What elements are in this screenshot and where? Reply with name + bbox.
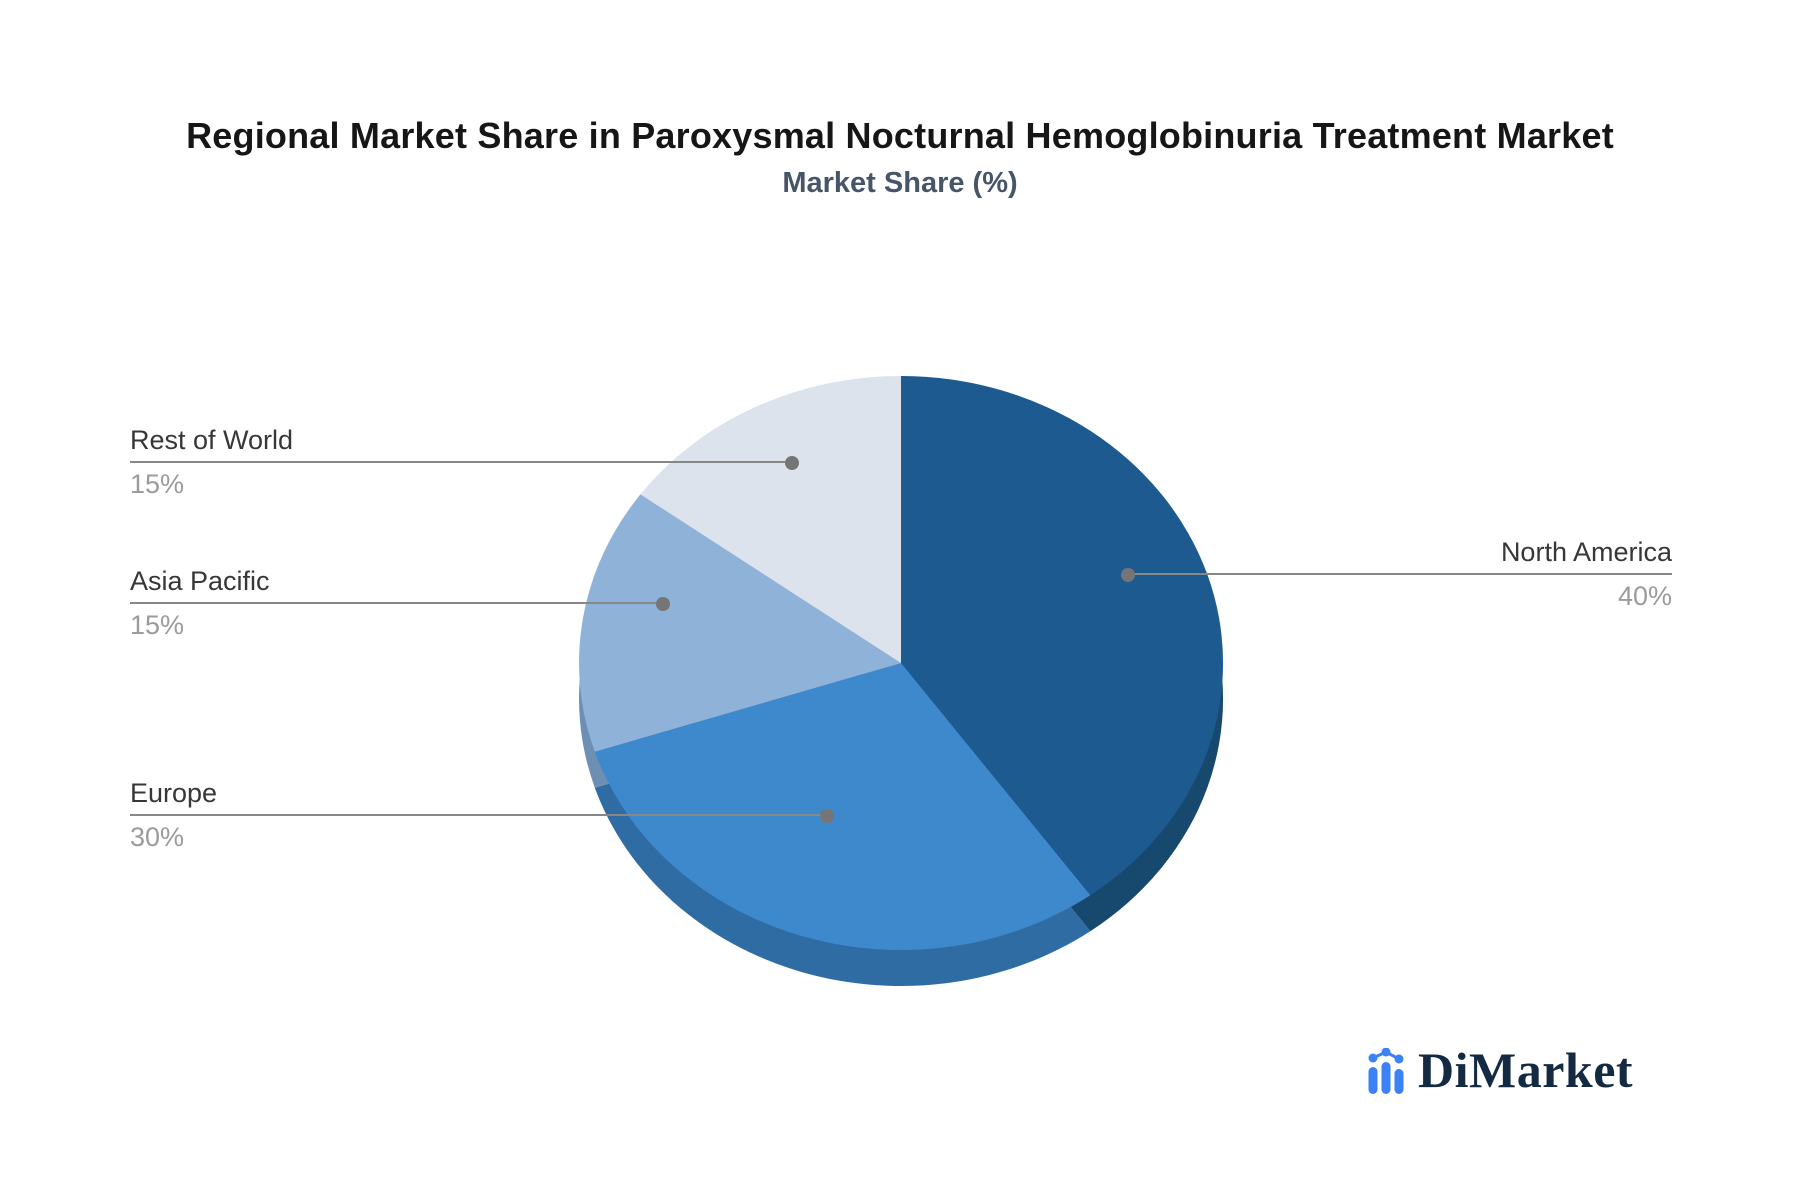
dimarket-logo-text: DiMarket — [1418, 1042, 1634, 1098]
slice-value-asia-pacific: 15% — [130, 610, 185, 640]
pie-top-layer — [579, 375, 1224, 951]
chart-title: Regional Market Share in Paroxysmal Noct… — [186, 115, 1614, 156]
slice-label-north-america: North America — [1500, 537, 1672, 567]
bar-line-chart-icon — [1368, 1048, 1404, 1094]
dimarket-logo: DiMarket — [1366, 1040, 1633, 1096]
slice-value-rest-of-world: 15% — [130, 469, 185, 499]
slice-label-asia-pacific: Asia Pacific — [130, 566, 270, 596]
chart-subtitle: Market Share (%) — [782, 167, 1018, 199]
callout-dot-rest-of-world — [785, 456, 799, 470]
slice-label-europe: Europe — [130, 778, 218, 808]
callout-dot-north-america — [1121, 568, 1135, 582]
pie-slice-asia-pacific[interactable] — [579, 494, 901, 752]
callout-dot-asia-pacific — [656, 597, 670, 611]
pie-slice-north-america[interactable] — [901, 376, 1224, 896]
pie-slice-europe[interactable] — [594, 663, 1091, 951]
callout-dot-europe — [820, 809, 834, 823]
slice-value-europe: 30% — [130, 822, 185, 852]
callout-lines-layer — [130, 456, 1672, 823]
slice-label-rest-of-world: Rest of World — [130, 425, 294, 455]
slice-value-north-america: 40% — [1617, 581, 1672, 611]
pie-slice-rest-of-world[interactable] — [640, 375, 902, 663]
